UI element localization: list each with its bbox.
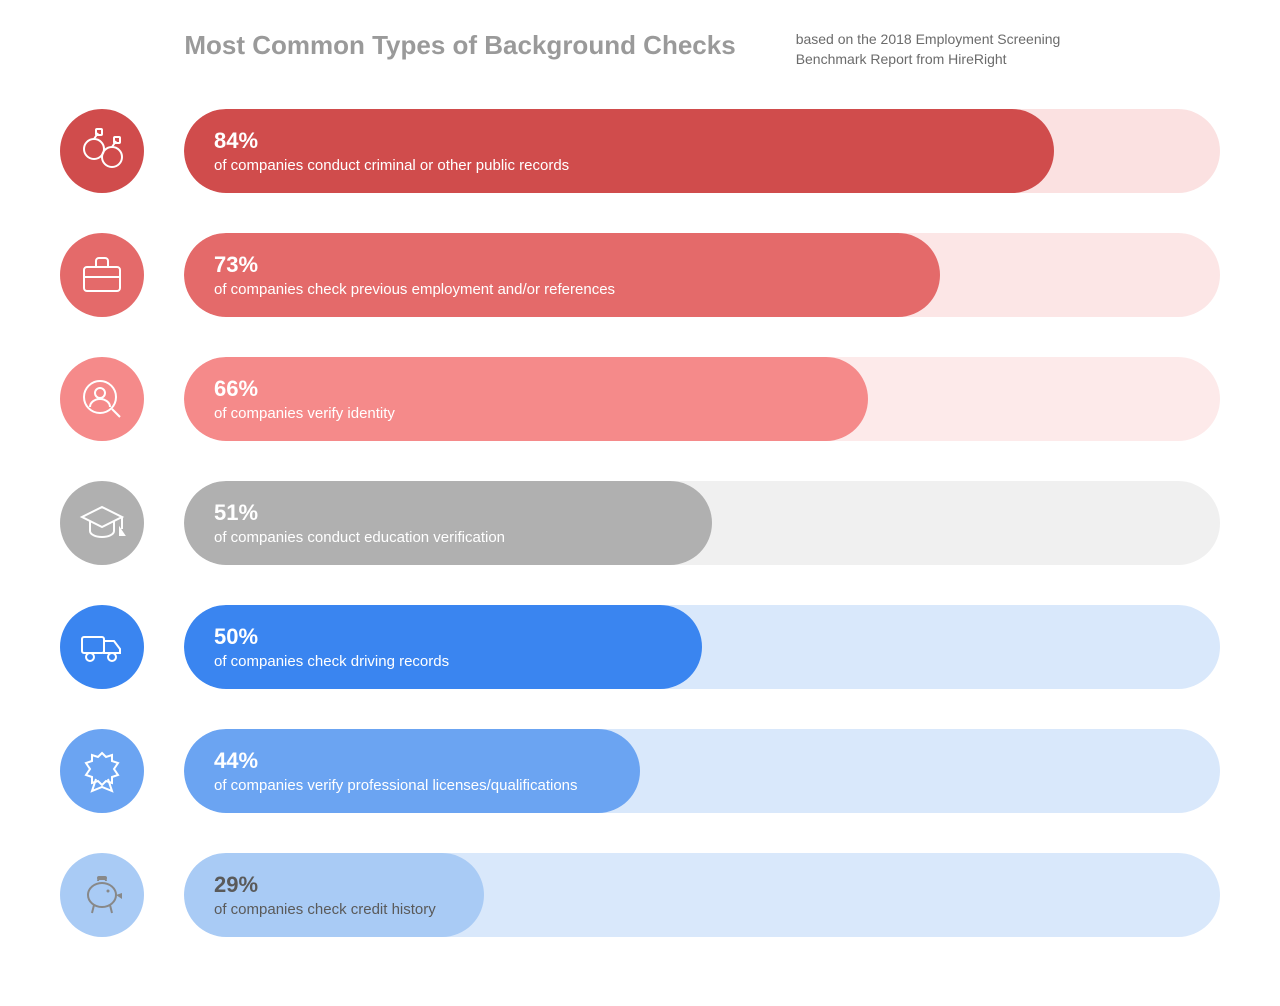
bar-track: 44%of companies verify professional lice…: [184, 729, 1220, 813]
bar-label: 50%of companies check driving records: [214, 623, 449, 671]
bar-label: 29%of companies check credit history: [214, 871, 436, 919]
graduation-cap-icon: [60, 481, 144, 565]
bar-track: 29%of companies check credit history: [184, 853, 1220, 937]
bar-label: 51%of companies conduct education verifi…: [214, 499, 505, 547]
description-label: of companies check credit history: [214, 900, 436, 920]
data-row: 51%of companies conduct education verifi…: [60, 481, 1220, 565]
description-label: of companies verify professional license…: [214, 776, 578, 796]
data-row: 50%of companies check driving records: [60, 605, 1220, 689]
rows-container: 84%of companies conduct criminal or othe…: [60, 109, 1220, 937]
data-row: 84%of companies conduct criminal or othe…: [60, 109, 1220, 193]
piggy-bank-icon: [60, 853, 144, 937]
briefcase-icon: [60, 233, 144, 317]
percent-label: 50%: [214, 623, 449, 652]
bar-label: 66%of companies verify identity: [214, 375, 395, 423]
bar-track: 66%of companies verify identity: [184, 357, 1220, 441]
description-label: of companies check driving records: [214, 652, 449, 672]
description-label: of companies conduct education verificat…: [214, 528, 505, 548]
percent-label: 44%: [214, 747, 578, 776]
page-title: Most Common Types of Background Checks: [184, 30, 735, 61]
percent-label: 73%: [214, 251, 615, 280]
bar-track: 84%of companies conduct criminal or othe…: [184, 109, 1220, 193]
percent-label: 51%: [214, 499, 505, 528]
data-row: 29%of companies check credit history: [60, 853, 1220, 937]
badge-icon: [60, 729, 144, 813]
header: Most Common Types of Background Checks b…: [60, 30, 1220, 69]
description-label: of companies verify identity: [214, 404, 395, 424]
identity-search-icon: [60, 357, 144, 441]
description-label: of companies check previous employment a…: [214, 280, 615, 300]
bar-label: 84%of companies conduct criminal or othe…: [214, 127, 569, 175]
handcuffs-icon: [60, 109, 144, 193]
description-label: of companies conduct criminal or other p…: [214, 156, 569, 176]
bar-track: 50%of companies check driving records: [184, 605, 1220, 689]
truck-icon: [60, 605, 144, 689]
data-row: 66%of companies verify identity: [60, 357, 1220, 441]
data-row: 44%of companies verify professional lice…: [60, 729, 1220, 813]
bar-label: 44%of companies verify professional lice…: [214, 747, 578, 795]
percent-label: 84%: [214, 127, 569, 156]
percent-label: 29%: [214, 871, 436, 900]
bar-label: 73%of companies check previous employmen…: [214, 251, 615, 299]
data-row: 73%of companies check previous employmen…: [60, 233, 1220, 317]
bar-track: 51%of companies conduct education verifi…: [184, 481, 1220, 565]
bar-track: 73%of companies check previous employmen…: [184, 233, 1220, 317]
percent-label: 66%: [214, 375, 395, 404]
page-subtitle: based on the 2018 Employment Screening B…: [796, 30, 1096, 69]
